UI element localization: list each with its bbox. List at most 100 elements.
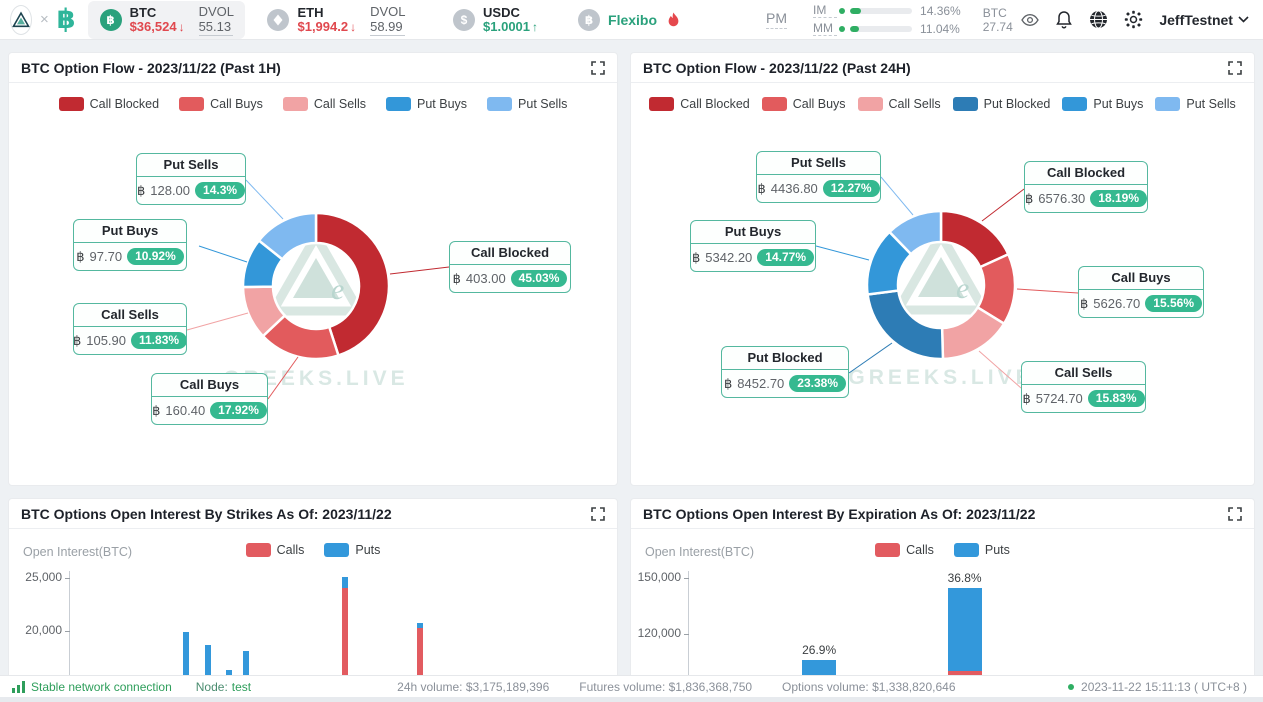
bar-percent-annotation: 26.9%	[802, 642, 837, 657]
margin-gauges: IM 14.36% MM 11.04%	[813, 3, 961, 36]
card-value: 4436.80	[770, 181, 818, 196]
ticker-btc[interactable]: ฿ BTC $36,524 ↓ DVOL 55.13	[87, 0, 246, 39]
panel-title: BTC Options Open Interest By Strikes As …	[21, 505, 392, 522]
greeks-live-logo[interactable]	[10, 4, 32, 35]
usdc-price: $1.0001 ↑	[483, 18, 539, 34]
legend-swatch	[58, 97, 84, 111]
eye-icon[interactable]	[1021, 7, 1039, 33]
legend-item-calls[interactable]: Calls	[245, 543, 304, 557]
legend-item-puts[interactable]: Puts	[324, 543, 380, 557]
donut-legend: Call Blocked Call Buys Call Sells Put Buys P…	[9, 97, 617, 111]
legend-swatch	[324, 543, 350, 557]
label-connectors	[815, 176, 1079, 389]
card-title: Call Blocked	[450, 242, 570, 265]
legend-item-call-sells[interactable]: Call Sells	[282, 97, 366, 111]
user-menu[interactable]: JeffTestnet	[1159, 12, 1249, 28]
card-value: 5724.70	[1035, 391, 1083, 406]
legend-item-put-blocked[interactable]: Put Blocked	[952, 97, 1051, 111]
legend-label: Put Sells	[1186, 97, 1236, 111]
card-percent-badge: 45.03%	[510, 270, 568, 287]
panel-title: BTC Option Flow - 2023/11/22 (Past 1H)	[21, 59, 281, 76]
flow-card-put-blocked: Put Blocked ฿ 8452.70 23.38%	[721, 346, 849, 398]
watermark-logo: e	[265, 226, 367, 316]
card-percent-badge: 15.83%	[1087, 390, 1145, 407]
card-percent-badge: 12.27%	[822, 180, 880, 197]
legend-swatch	[952, 97, 978, 111]
baht-symbol: ฿	[692, 249, 701, 265]
legend-swatch	[857, 97, 883, 111]
bar-puts	[802, 659, 837, 679]
fullscreen-icon[interactable]	[1228, 60, 1242, 75]
card-title: Call Sells	[1022, 362, 1145, 385]
baht-symbol: ฿	[724, 375, 733, 391]
card-percent-badge: 14.77%	[757, 249, 814, 266]
flexibo-coin-icon: ฿	[578, 8, 601, 31]
fullscreen-icon[interactable]	[591, 60, 605, 75]
language-globe-icon[interactable]	[1089, 7, 1108, 33]
deribit-logo[interactable]: ฿	[56, 4, 76, 34]
legend-item-put-sells[interactable]: Put Sells	[1155, 97, 1236, 111]
card-value: 5342.20	[705, 250, 753, 265]
settings-gear-icon[interactable]	[1124, 7, 1143, 33]
card-title: Call Sells	[74, 304, 186, 327]
fullscreen-icon[interactable]	[591, 506, 605, 521]
panel-title: BTC Options Open Interest By Expiration …	[643, 505, 1036, 522]
mm-status-dot	[839, 25, 846, 32]
usdc-symbol: USDC	[483, 4, 520, 20]
legend-item-call-sells[interactable]: Call Sells	[857, 97, 941, 111]
node-value[interactable]: test	[231, 679, 252, 694]
card-title: Put Sells	[757, 152, 880, 175]
baht-symbol: ฿	[76, 248, 85, 264]
btc-coin-icon: ฿	[99, 8, 122, 31]
card-percent-badge: 10.92%	[127, 248, 184, 265]
mm-percent: 11.04%	[920, 21, 960, 36]
baht-symbol: ฿	[1025, 190, 1034, 206]
donut-slice-call-blocked[interactable]	[314, 211, 391, 357]
legend-item-call-blocked[interactable]: Call Blocked	[58, 97, 159, 111]
fullscreen-icon[interactable]	[1228, 506, 1242, 521]
bar-puts	[204, 645, 211, 679]
legend-label: Call Buys	[792, 97, 846, 111]
card-percent-badge: 15.56%	[1145, 295, 1202, 312]
legend-item-put-buys[interactable]: Put Buys	[386, 97, 467, 111]
legend-swatch	[649, 97, 675, 111]
baht-symbol: ฿	[1022, 390, 1031, 406]
legend-label: Calls	[906, 543, 934, 557]
bar-puts	[947, 587, 982, 672]
btc-dvol[interactable]: DVOL 55.13	[198, 3, 234, 36]
legend-item-call-buys[interactable]: Call Buys	[761, 97, 846, 111]
notifications-bell-icon[interactable]	[1055, 7, 1073, 33]
ticker-usdc[interactable]: $ USDC $1.0001 ↑	[441, 3, 550, 37]
y-tick-label: 150,000	[637, 570, 681, 585]
legend-swatch	[487, 97, 513, 111]
legend-item-put-sells[interactable]: Put Sells	[487, 97, 567, 111]
y-tick-mark	[684, 578, 689, 580]
eth-coin-icon	[267, 8, 290, 31]
eth-price: $1,994.2 ↓	[297, 18, 357, 34]
eth-dvol[interactable]: DVOL 58.99	[370, 3, 406, 36]
donut-slice-put-sells[interactable]	[888, 209, 943, 256]
donut-slice-put-sells[interactable]	[257, 211, 318, 261]
panel-option-flow-1h: BTC Option Flow - 2023/11/22 (Past 1H) C…	[8, 52, 618, 486]
card-percent-badge: 11.83%	[131, 332, 186, 349]
ticker-flexibo[interactable]: ฿ Flexibo	[566, 6, 692, 34]
legend-item-call-buys[interactable]: Call Buys	[179, 97, 263, 111]
mm-label: MM	[813, 21, 838, 36]
legend-item-puts[interactable]: Puts	[953, 543, 1010, 557]
legend-item-call-blocked[interactable]: Call Blocked	[649, 97, 750, 111]
bar-calls	[341, 587, 348, 679]
option-flow-donut-24h: e GREEKS.LIVE	[815, 176, 1079, 389]
y-tick-mark	[65, 578, 70, 580]
card-percent-badge: 14.3%	[195, 182, 245, 199]
flame-icon	[668, 12, 679, 27]
username: JeffTestnet	[1159, 11, 1233, 28]
ticker-eth[interactable]: ETH $1,994.2 ↓ DVOL 58.99	[255, 1, 417, 39]
legend-item-put-buys[interactable]: Put Buys	[1062, 97, 1143, 111]
baht-symbol: ฿	[1080, 295, 1089, 311]
legend-label: Put Blocked	[983, 97, 1051, 111]
legend-swatch	[875, 543, 901, 557]
legend-swatch	[386, 97, 411, 111]
flow-card-call-blocked: Call Blocked ฿ 6576.30 18.19%	[1024, 161, 1148, 213]
pm-label[interactable]: PM	[766, 10, 788, 29]
legend-item-calls[interactable]: Calls	[875, 543, 934, 557]
